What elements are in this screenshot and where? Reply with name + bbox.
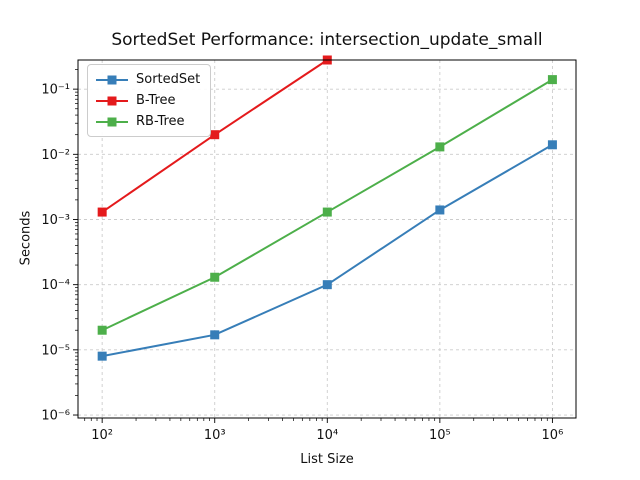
x-axis-label: List Size	[300, 452, 354, 467]
x-tick-label: 10⁶	[542, 428, 564, 443]
data-point-marker	[547, 140, 557, 150]
legend-item-sortedset: SortedSet	[95, 69, 200, 90]
data-point-marker	[322, 207, 332, 217]
legend-line-marker-icon	[96, 96, 128, 105]
x-tick-label: 10⁴	[316, 428, 338, 443]
minor-ticks	[75, 69, 548, 421]
x-tick-label: 10³	[204, 428, 226, 443]
chart-title: SortedSet Performance: intersection_upda…	[111, 30, 543, 50]
data-point-marker	[435, 205, 445, 215]
x-tick-label: 10²	[91, 428, 113, 443]
ticks	[73, 88, 553, 423]
legend-item-btree: B-Tree	[95, 90, 200, 111]
legend-line-marker-icon	[96, 117, 128, 126]
data-point-marker	[322, 280, 332, 290]
legend-label: RB-Tree	[136, 114, 185, 129]
y-axis-label: Seconds	[18, 210, 34, 266]
data-point-marker	[547, 75, 557, 85]
y-tick-label: 10⁻²	[41, 148, 70, 163]
y-tick-label: 10⁻¹	[41, 83, 70, 98]
series-SortedSet	[97, 140, 557, 361]
legend-line-marker-icon	[96, 75, 128, 84]
legend-label: SortedSet	[136, 72, 201, 87]
y-tick-label: 10⁻⁵	[41, 343, 70, 358]
y-tick-label: 10⁻⁶	[41, 409, 70, 424]
data-point-marker	[435, 142, 445, 152]
y-tick-label: 10⁻³	[41, 213, 70, 228]
data-point-marker	[210, 330, 220, 340]
series-RB-Tree	[97, 75, 557, 335]
data-point-marker	[97, 207, 107, 217]
y-tick-label: 10⁻⁴	[41, 278, 70, 293]
data-point-marker	[97, 351, 107, 361]
legend: SortedSet B-Tree RB-Tree	[87, 64, 212, 137]
data-point-marker	[210, 130, 220, 140]
legend-label: B-Tree	[136, 93, 176, 108]
tick-labels: 10² 10³ 10⁴ 10⁵ 10⁶ 10⁻¹ 10⁻² 10⁻³ 10⁻⁴ 10⁻⁵ 10⁻⁶	[41, 83, 563, 443]
data-point-marker	[97, 325, 107, 335]
data-point-marker	[210, 272, 220, 282]
x-tick-label: 10⁵	[429, 428, 451, 443]
legend-item-rbtree: RB-Tree	[95, 111, 200, 132]
